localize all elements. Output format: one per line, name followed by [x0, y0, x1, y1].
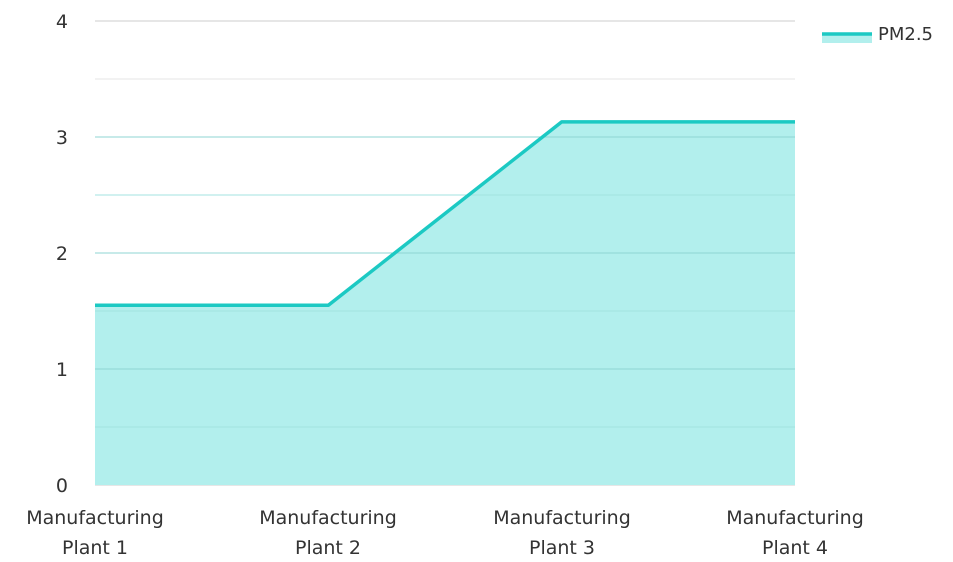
legend[interactable]: PM2.5 — [822, 24, 933, 45]
x-category-label: Manufacturing Plant 2 — [259, 507, 397, 558]
legend-swatch-fill — [822, 33, 872, 43]
y-tick-label: 0 — [56, 475, 68, 497]
y-tick-label: 4 — [56, 11, 68, 33]
area-series — [95, 120, 795, 486]
y-axis: 0 1 2 3 4 — [56, 11, 68, 497]
x-category-label: Manufacturing Plant 1 — [26, 507, 164, 558]
x-category-label: Manufacturing Plant 4 — [726, 507, 864, 558]
x-axis: Manufacturing Plant 1 Manufacturing Plant 2… — [26, 507, 864, 559]
y-tick-label: 1 — [56, 359, 68, 381]
y-tick-label: 3 — [56, 127, 68, 149]
legend-label: PM2.5 — [878, 24, 933, 45]
y-tick-label: 2 — [56, 243, 68, 265]
x-category-label: Manufacturing Plant 3 — [493, 507, 631, 558]
series-line-pm25[interactable] — [95, 120, 795, 307]
area-fill — [95, 121, 795, 486]
